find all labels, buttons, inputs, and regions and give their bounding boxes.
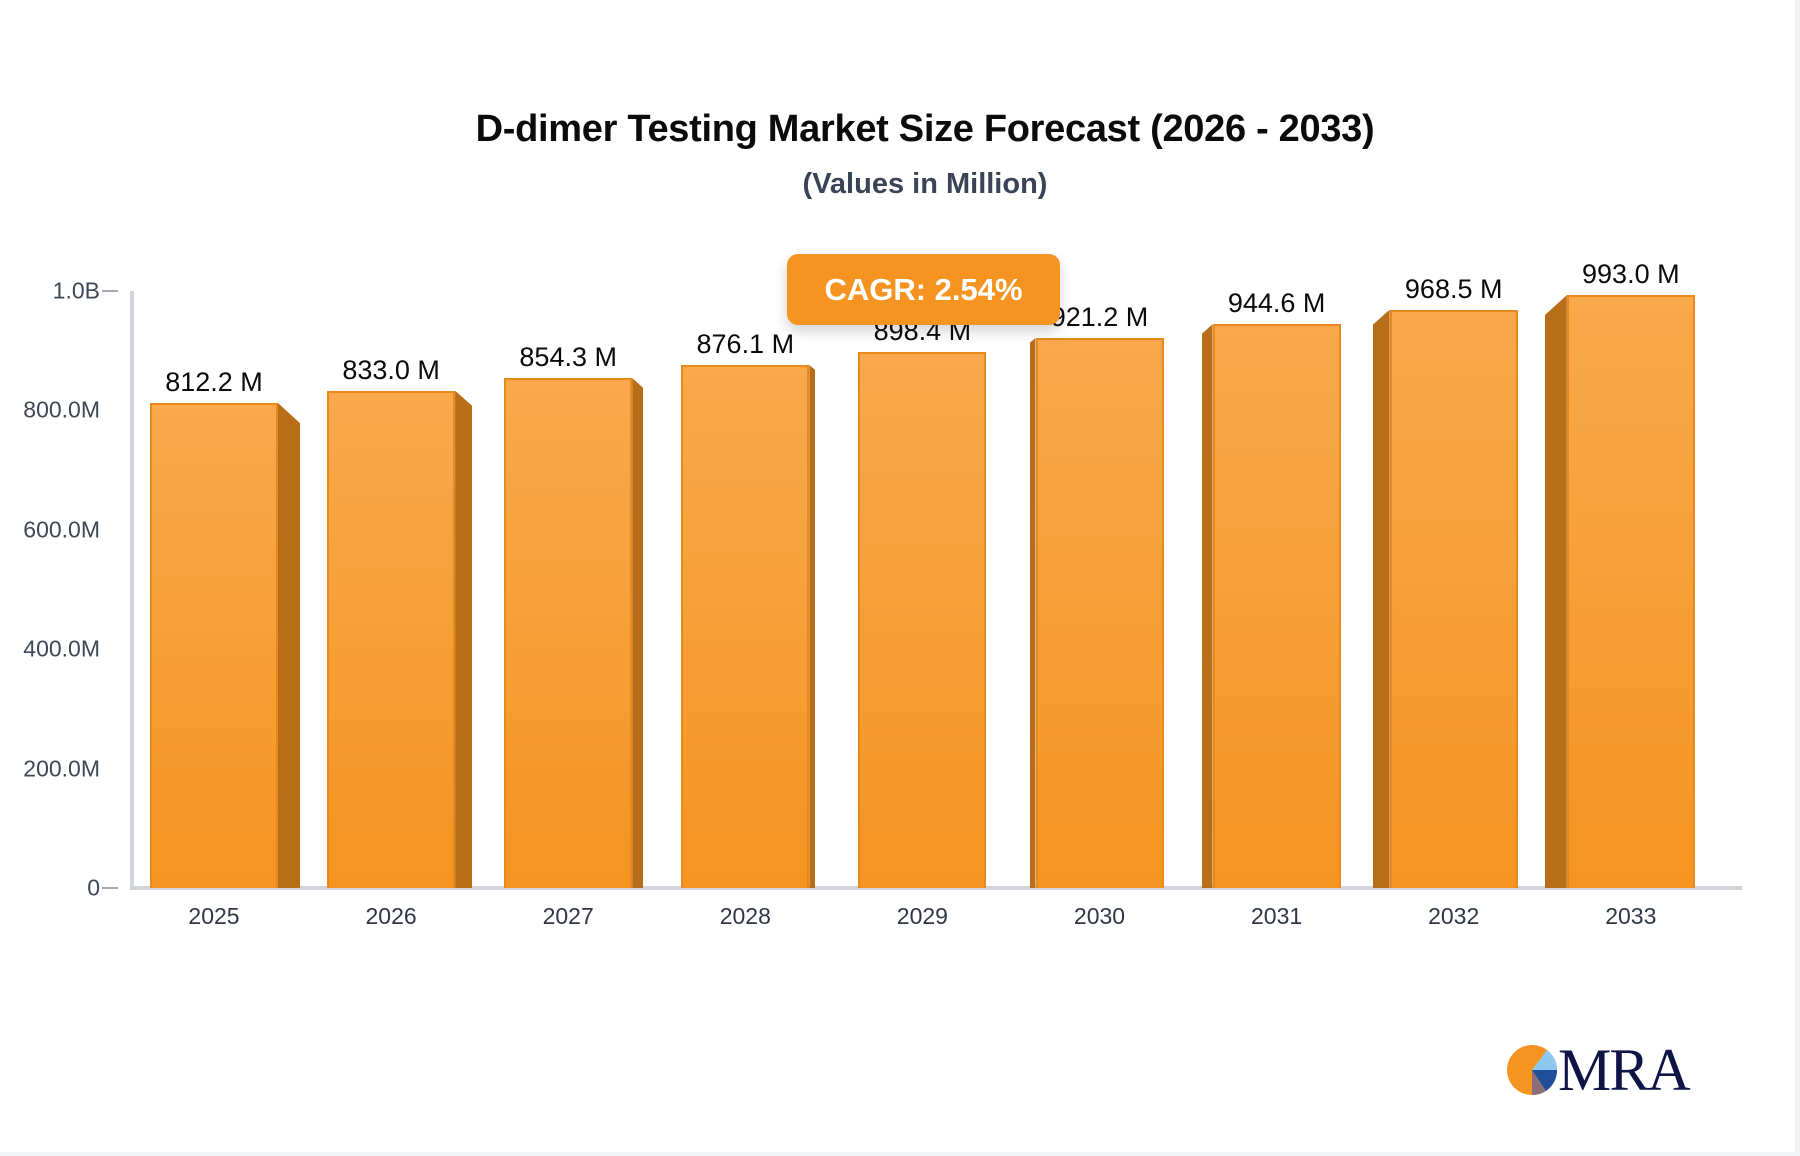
bar-2025[interactable]	[150, 403, 300, 888]
bar-side-face	[1201, 324, 1213, 888]
bar-front-face	[1566, 295, 1695, 888]
y-tick-label: 600.0M	[23, 516, 100, 543]
x-tick-label: 2028	[719, 903, 771, 929]
bar-side-face	[455, 390, 473, 888]
bar-2032[interactable]	[1372, 309, 1518, 888]
bar-2030[interactable]	[1029, 338, 1164, 888]
bar-2031[interactable]	[1201, 324, 1341, 888]
bar-value-label: 993.0 M	[1582, 259, 1680, 290]
bar-value-label: 812.2 M	[165, 367, 263, 398]
bar-side-face	[278, 403, 300, 888]
x-tick-label: 2025	[188, 903, 240, 929]
logo-text: MRA	[1558, 1037, 1691, 1103]
bar-side-face	[632, 377, 644, 888]
x-tick-label: 2033	[1605, 903, 1657, 929]
y-tick-label: 1.0B	[52, 277, 100, 304]
bar-front-face	[150, 403, 278, 888]
y-tick-mark	[102, 887, 118, 889]
y-tick-label: 200.0M	[23, 755, 100, 782]
y-tick-label: 400.0M	[23, 635, 100, 662]
x-axis-line	[130, 886, 1742, 890]
bar-value-label: 876.1 M	[696, 328, 795, 359]
bar-side-face	[1372, 309, 1390, 888]
bar-front-face	[504, 377, 633, 888]
bar-front-face	[681, 364, 810, 888]
bar-front-face	[1035, 338, 1164, 888]
bar-value-label: 854.3 M	[519, 341, 617, 372]
bar-value-label: 944.6 M	[1227, 288, 1326, 319]
brand-logo: MRA	[1506, 1037, 1706, 1103]
y-axis-line	[130, 291, 134, 890]
bar-value-label: 968.5 M	[1404, 273, 1503, 304]
y-tick-label: 800.0M	[23, 396, 100, 423]
bar-value-label: 921.2 M	[1050, 302, 1149, 333]
bar-2026[interactable]	[327, 390, 473, 888]
pie-chart-icon	[1507, 1045, 1558, 1096]
y-tick-label: 0	[87, 874, 100, 901]
bar-2028[interactable]	[681, 364, 816, 888]
bar-2029[interactable]	[858, 351, 987, 888]
bar-front-face	[1389, 309, 1518, 888]
bar-front-face	[1212, 324, 1341, 888]
chart-subtitle: (Values in Million)	[802, 168, 1048, 200]
bar-2027[interactable]	[504, 377, 644, 888]
x-tick-label: 2026	[365, 903, 417, 929]
x-tick-label: 2027	[542, 903, 594, 929]
bar-side-face	[1029, 338, 1036, 888]
x-tick-label: 2032	[1428, 903, 1480, 929]
cagr-badge: CAGR: 2.54%	[787, 254, 1060, 325]
bar-2033[interactable]	[1544, 295, 1695, 888]
bar-front-face	[327, 390, 456, 888]
bar-front-face	[858, 351, 987, 888]
bar-side-face	[809, 364, 816, 888]
x-tick-label: 2031	[1251, 903, 1303, 929]
x-tick-label: 2029	[896, 903, 948, 929]
chart-title: D-dimer Testing Market Size Forecast (20…	[475, 108, 1375, 150]
bar-value-label: 833.0 M	[342, 354, 440, 385]
y-tick-mark	[102, 290, 118, 292]
bar-side-face	[1544, 295, 1567, 888]
x-tick-label: 2030	[1073, 903, 1126, 929]
